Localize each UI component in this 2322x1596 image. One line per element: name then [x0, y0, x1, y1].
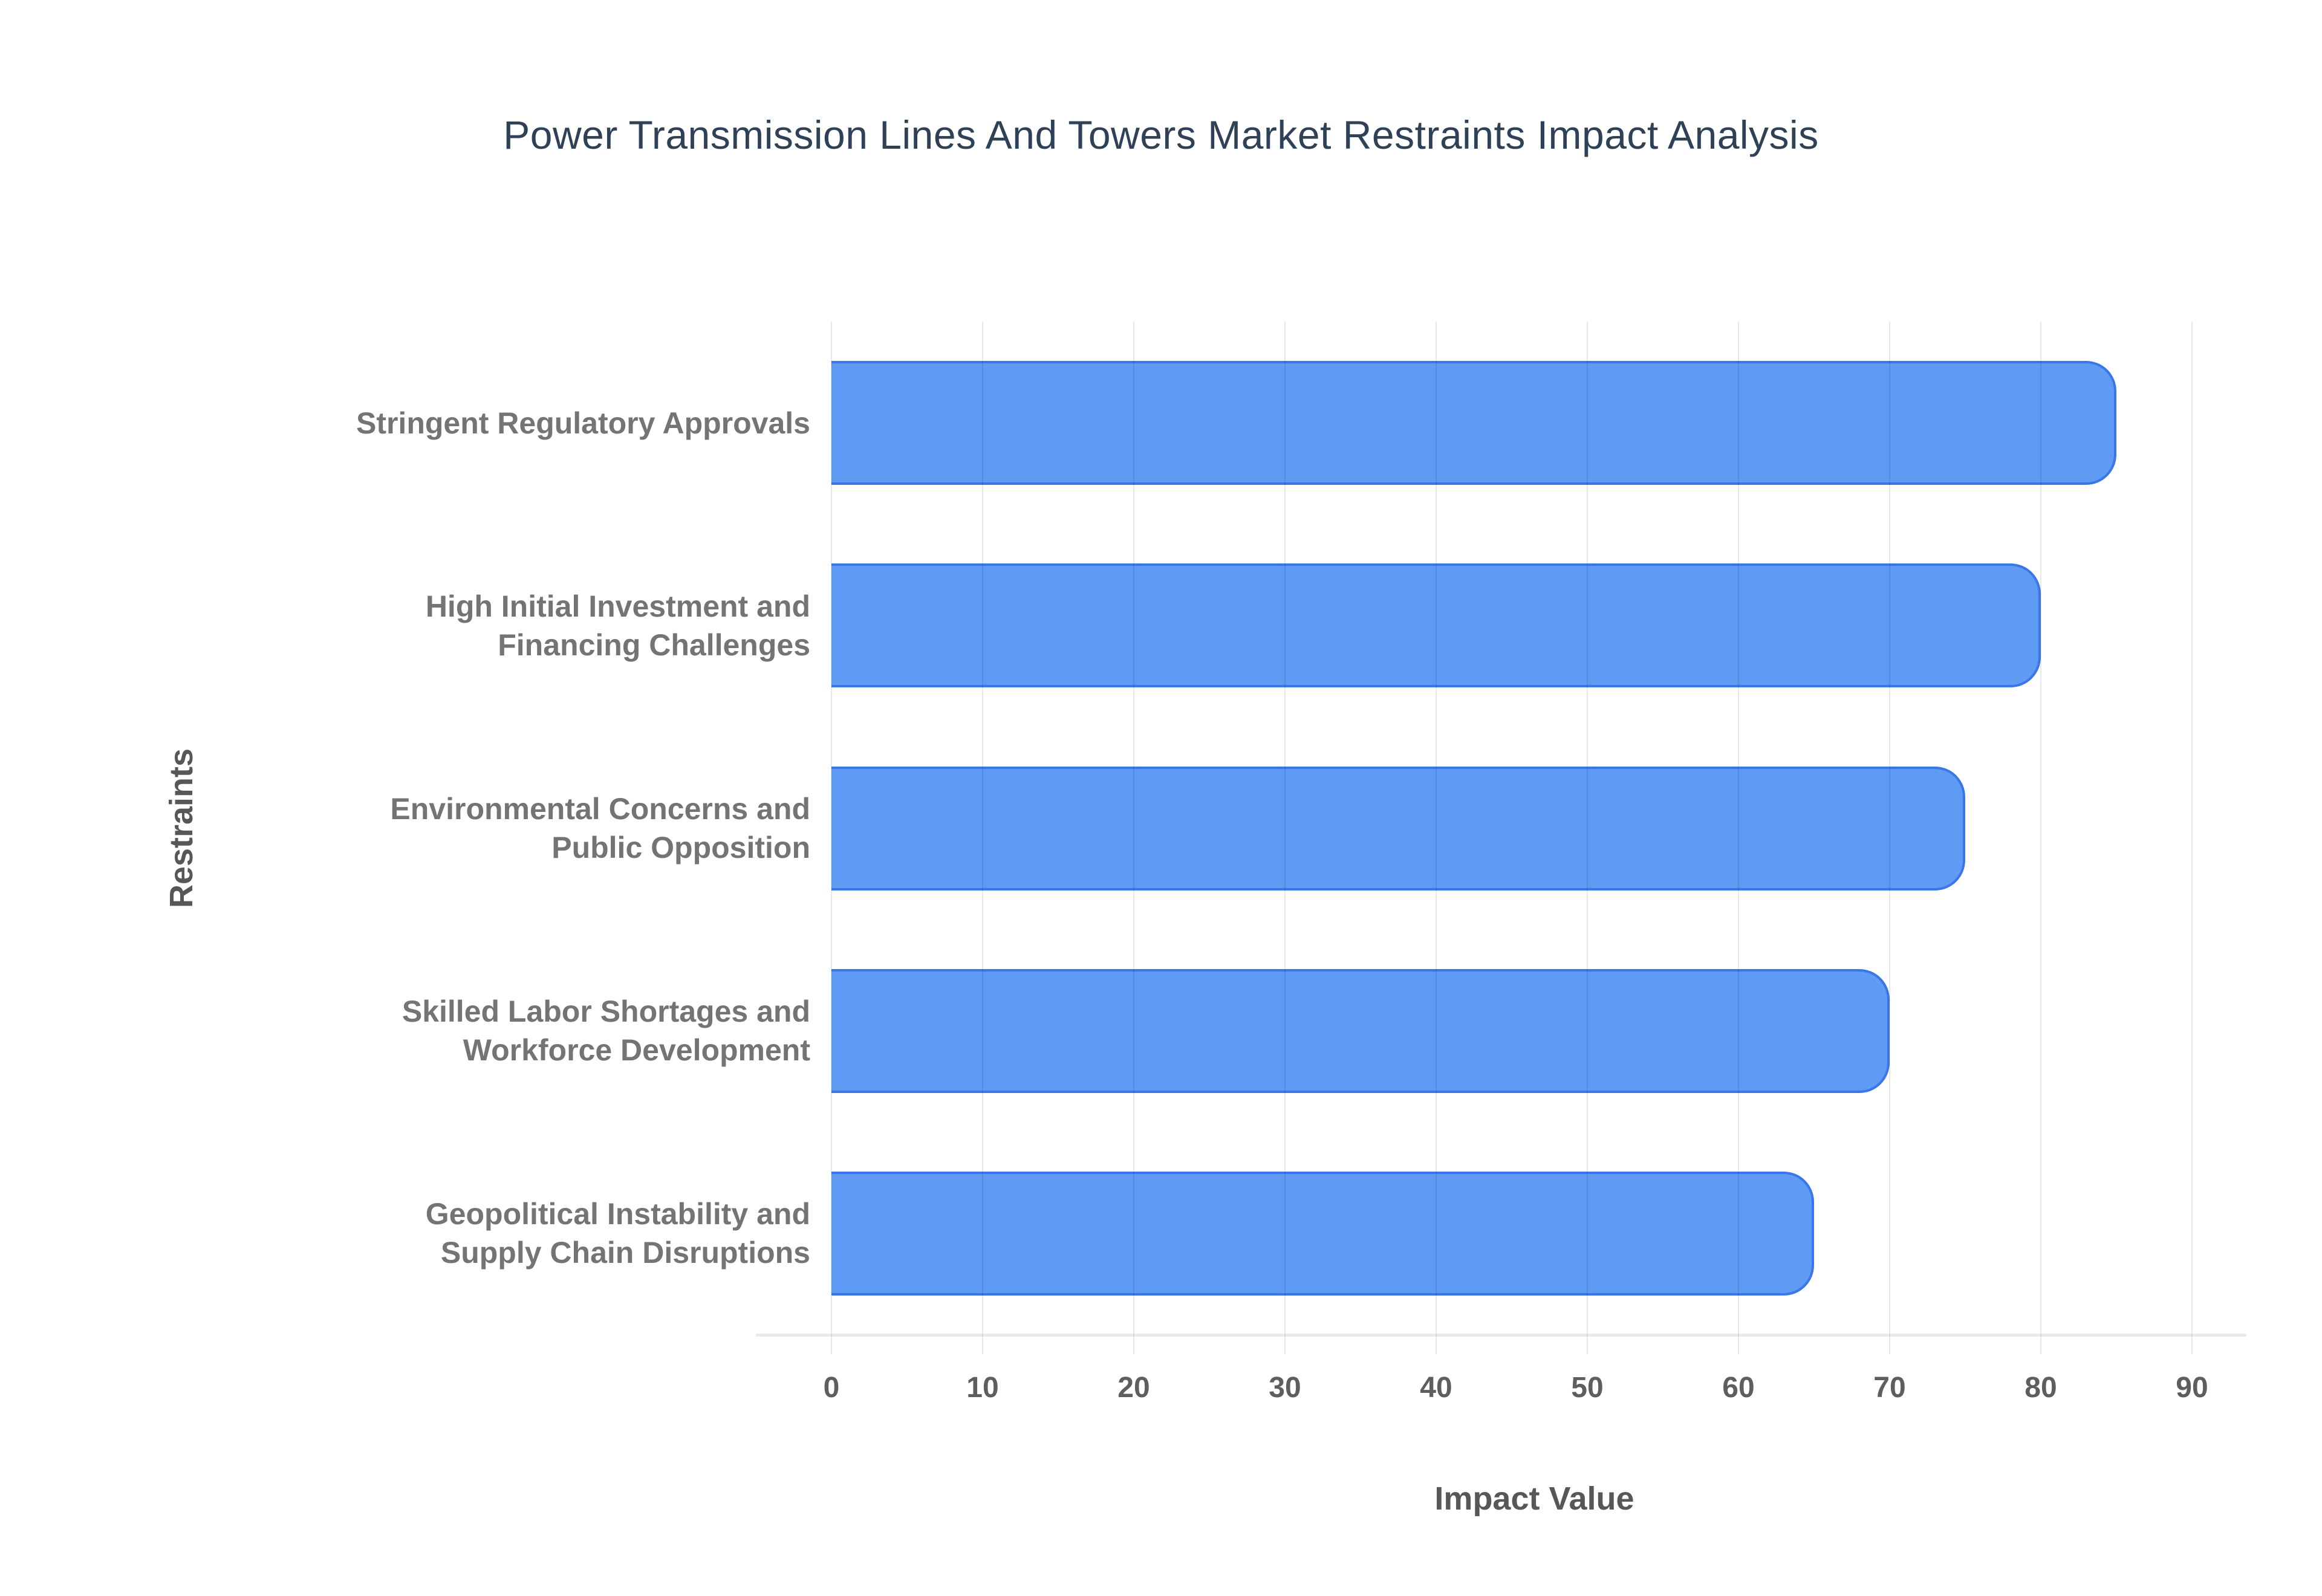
category-label-2: Environmental Concerns and Public Opposi…	[390, 792, 810, 864]
plot-area	[756, 322, 2246, 1354]
chart-title: Power Transmission Lines And Towers Mark…	[503, 112, 1819, 157]
x-axis-tick-labels: 0 10 20 30 40 50 60 70 80 90	[824, 1370, 2237, 1412]
x-axis-title: Impact Value	[1434, 1481, 1634, 1517]
x-tick-label-0: 0	[823, 1372, 840, 1404]
x-tick-label-20: 20	[1117, 1372, 1150, 1404]
x-axis-line	[756, 1334, 2246, 1337]
gridline-x-60	[1738, 322, 1739, 1354]
category-label-1: High Initial Investment and Financing Ch…	[425, 589, 810, 662]
category-label-0: Stringent Regulatory Approvals	[356, 406, 810, 440]
x-tick-label-70: 70	[1873, 1372, 1906, 1404]
x-tick-label-30: 30	[1269, 1372, 1301, 1404]
gridline-x-50	[1587, 322, 1588, 1354]
x-tick-label-90: 90	[2176, 1372, 2208, 1404]
bar-1[interactable]	[831, 563, 2041, 688]
gridline-x-20	[1133, 322, 1134, 1354]
x-tick-label-10: 10	[966, 1372, 999, 1404]
bar-2[interactable]	[831, 766, 1965, 890]
gridline-x-80	[2040, 322, 2041, 1354]
bar-4[interactable]	[831, 1171, 1814, 1296]
gridline-x-90	[2191, 322, 2193, 1354]
category-label-4: Geopolitical Instability and Supply Chai…	[425, 1197, 810, 1270]
bar-3[interactable]	[831, 968, 1890, 1093]
gridline-x-70	[1889, 322, 1890, 1354]
gridline-x-30	[1284, 322, 1286, 1354]
y-axis-category-labels: Stringent Regulatory Approvals High Initi…	[206, 322, 810, 1335]
category-label-3: Skilled Labor Shortages and Workforce De…	[402, 994, 810, 1068]
gridline-x-0	[831, 322, 832, 1354]
gridline-x-40	[1436, 322, 1437, 1354]
x-tick-label-80: 80	[2024, 1372, 2057, 1404]
bar-0[interactable]	[831, 361, 2116, 485]
y-axis-title: Restraints	[163, 748, 200, 909]
x-tick-label-40: 40	[1420, 1372, 1452, 1404]
x-tick-label-60: 60	[1722, 1372, 1755, 1404]
gridline-x-10	[982, 322, 983, 1354]
x-tick-label-50: 50	[1571, 1372, 1604, 1404]
